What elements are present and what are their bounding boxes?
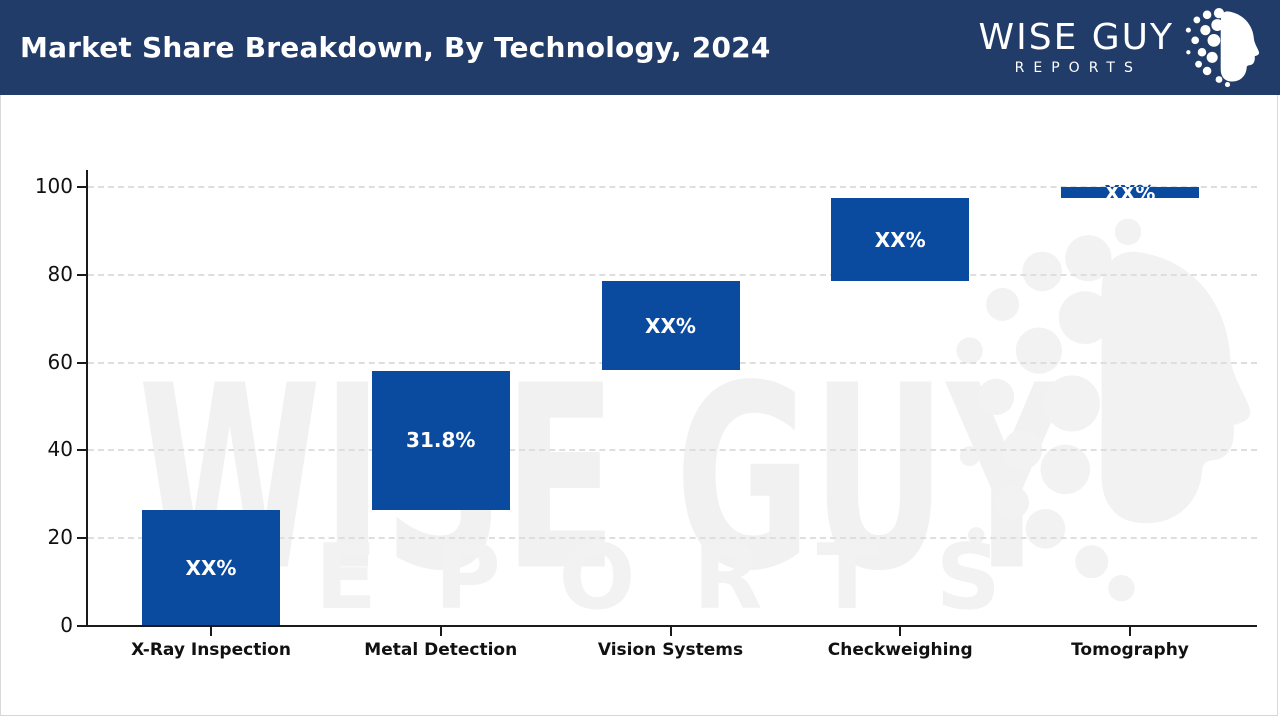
- x-axis-line: [86, 625, 1257, 627]
- dotted-head-logo-icon: [1185, 7, 1260, 87]
- brand-name: WISE GUY: [978, 17, 1174, 58]
- x-tick-mark: [669, 627, 672, 636]
- y-tick-label: 20: [47, 525, 73, 550]
- y-tick-mark: [77, 273, 86, 276]
- brand-subname: REPORTS: [1014, 60, 1142, 76]
- y-gridline: [88, 537, 1257, 540]
- x-category-label: Metal Detection: [364, 640, 518, 660]
- x-tick-mark: [439, 627, 442, 636]
- bar-value-label: XX%: [185, 556, 237, 581]
- bottom-margin: [0, 716, 1280, 720]
- bar-value-label: XX%: [645, 313, 696, 338]
- y-axis-line: [86, 170, 88, 627]
- bar-checkweighing: [831, 198, 970, 281]
- y-tick-mark: [77, 537, 86, 540]
- bar-value-label-text: XX%: [1104, 186, 1156, 205]
- y-gridline: [88, 449, 1257, 452]
- bar-value-label-text: XX%: [1061, 179, 1199, 187]
- x-tick-mark: [899, 627, 902, 636]
- brand-logo-text: WISE GUY REPORTS: [978, 17, 1175, 76]
- y-tick-mark: [77, 625, 86, 627]
- bar-value-label-part: XX%: [1061, 179, 1199, 187]
- bar-tomography: [1061, 187, 1199, 199]
- brand-logo: WISE GUY REPORTS: [978, 7, 1280, 88]
- bar-x-ray-inspection: [142, 510, 280, 626]
- y-tick-mark: [77, 361, 86, 364]
- y-tick-mark: [77, 449, 86, 452]
- y-gridline: [88, 273, 1257, 276]
- bar-metal-detection: [371, 370, 510, 511]
- x-tick-mark: [210, 627, 212, 636]
- y-tick-label: 40: [47, 437, 73, 462]
- bar-value-label: XX%: [874, 227, 926, 252]
- y-tick-label: 80: [47, 261, 73, 286]
- bar-value-label: 31.8%: [406, 428, 476, 453]
- bar-value-label-part: XX%: [1061, 187, 1199, 207]
- y-tick-label: 60: [47, 349, 73, 374]
- x-category-label: Vision Systems: [597, 640, 744, 660]
- chart-title: Market Share Breakdown, By Technology, 2…: [20, 31, 771, 64]
- header-bar: Market Share Breakdown, By Technology, 2…: [0, 0, 1280, 95]
- bar-vision-systems: [601, 280, 740, 371]
- x-tick-mark: [1129, 627, 1131, 636]
- x-category-label: Tomography: [1071, 640, 1189, 660]
- y-tick-label: 100: [34, 174, 73, 198]
- bar-value-label: XX%XX%: [1061, 179, 1199, 207]
- x-category-label: Checkweighing: [827, 640, 973, 660]
- x-category-label: X-Ray Inspection: [131, 640, 291, 660]
- y-gridline: [88, 186, 1257, 188]
- y-tick-label: 0: [60, 613, 73, 637]
- y-tick-mark: [77, 186, 86, 188]
